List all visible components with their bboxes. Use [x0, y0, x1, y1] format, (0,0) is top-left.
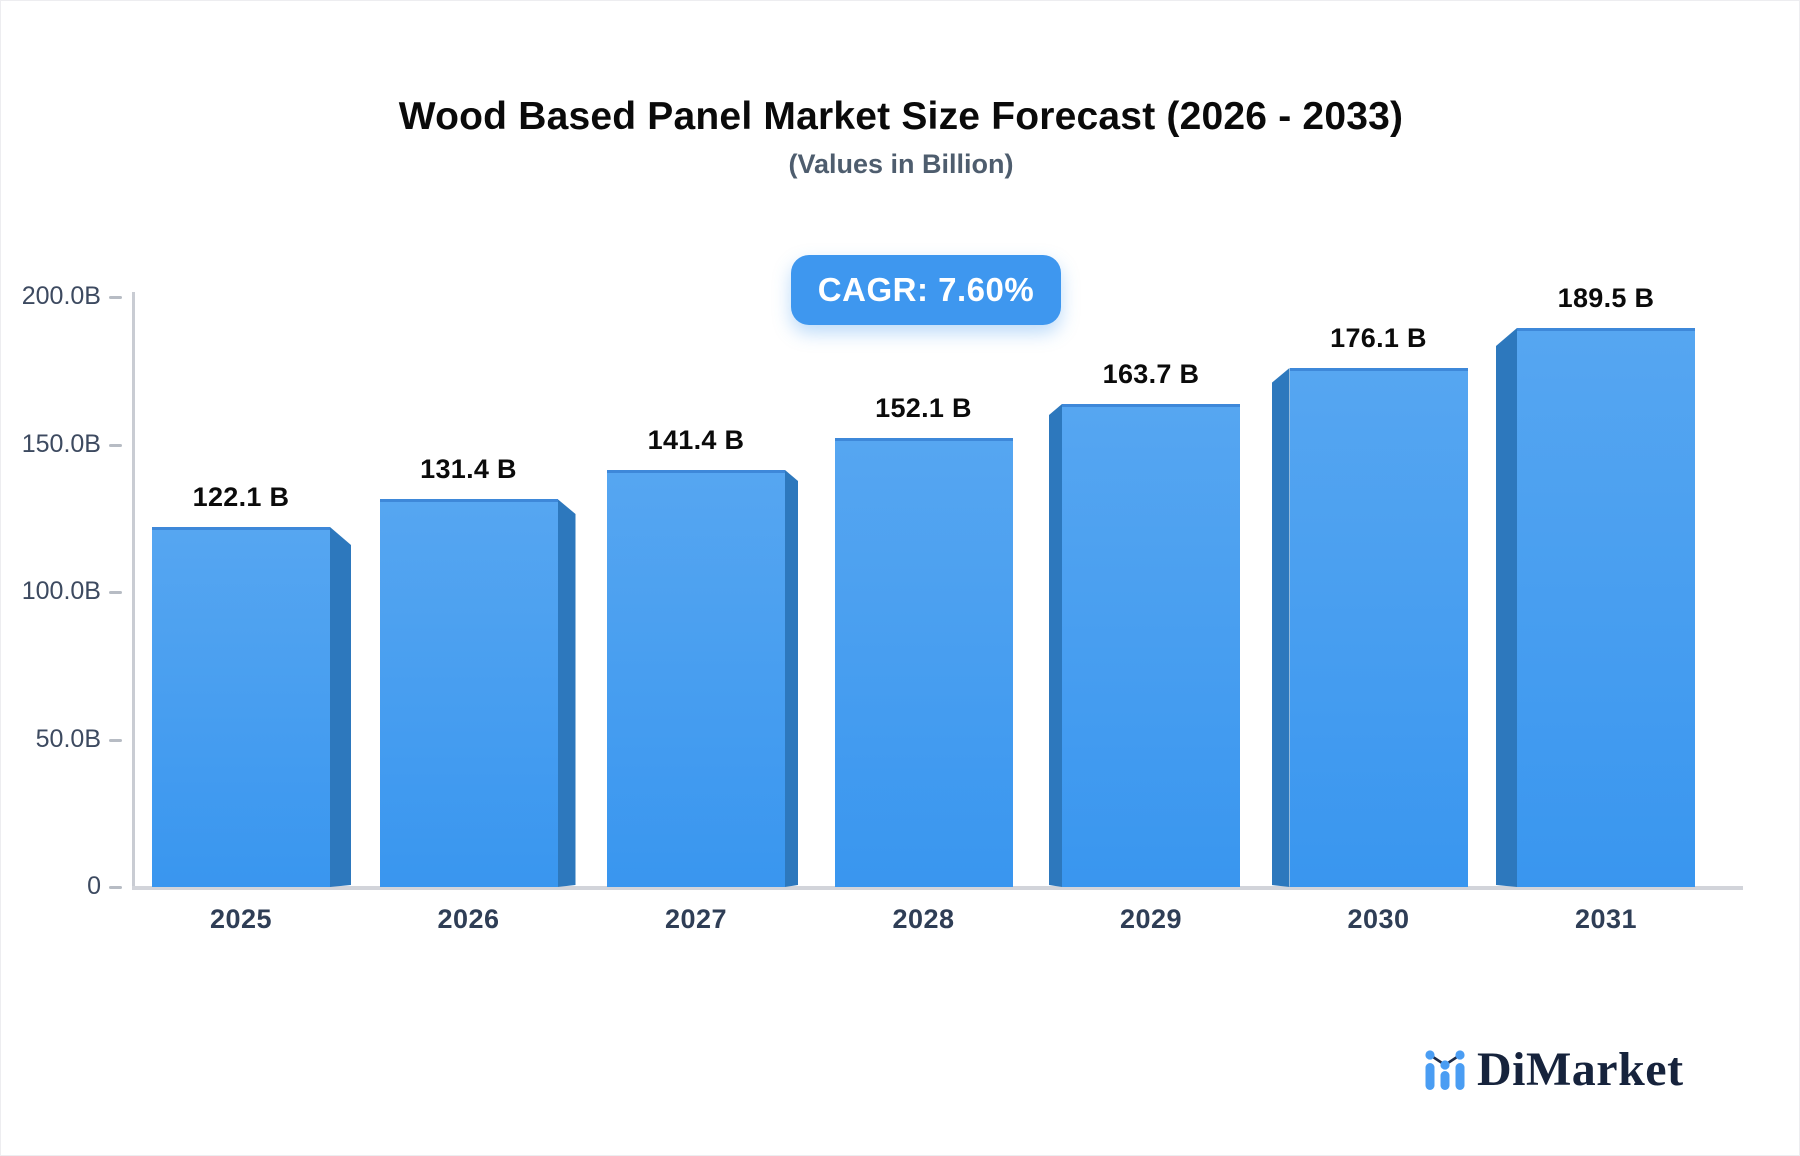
brand-logo: DiMarket: [1421, 1037, 1684, 1101]
cagr-badge-label: CAGR: 7.60%: [817, 271, 1035, 308]
x-axis-category-label: 2031: [1574, 904, 1638, 934]
brand-logo-text: DiMarket: [1477, 1042, 1684, 1096]
y-axis-line: [132, 292, 135, 890]
bar-value-label: 189.5 B: [1557, 283, 1655, 313]
mini-bar-chart-icon: [1425, 1050, 1465, 1090]
bar-3d-side: [330, 527, 351, 887]
x-axis-category-label: 2029: [1119, 904, 1183, 934]
bar-value-label: 176.1 B: [1330, 323, 1427, 353]
x-axis-category-label: 2028: [892, 904, 955, 934]
bar-value-label: 122.1 B: [192, 482, 290, 512]
bar: [379, 499, 558, 887]
y-axis-tick-mark: [109, 738, 122, 742]
bar-value-label: 141.4 B: [647, 425, 745, 455]
bar-value-label: 163.7 B: [1102, 359, 1200, 389]
x-axis-category-label: 2030: [1347, 904, 1410, 934]
x-axis-line: [132, 886, 1743, 890]
bar-3d-side: [1049, 404, 1062, 887]
bar: [607, 470, 785, 887]
bar-3d-side: [1272, 368, 1290, 887]
y-axis-tick-mark: [109, 591, 122, 594]
x-axis-category-label: 2026: [437, 904, 500, 934]
bar: [152, 527, 330, 887]
y-axis-tick-label: 200.0B: [21, 282, 101, 310]
bar-3d-side: [1496, 328, 1517, 887]
y-axis-tick-label: 50.0B: [35, 724, 101, 753]
bar-value-label: 152.1 B: [875, 393, 972, 423]
bar: [1517, 328, 1695, 887]
y-axis-tick-label: 0: [87, 872, 101, 900]
y-axis-tick-mark: [109, 886, 122, 889]
chart-title: Wood Based Panel Market Size Forecast (2…: [398, 95, 1404, 138]
y-axis-tick-mark: [109, 296, 122, 299]
bar: [1062, 404, 1240, 887]
x-axis-category-label: 2027: [664, 904, 728, 934]
y-axis-tick-mark: [109, 443, 122, 447]
y-axis-tick-label: 150.0B: [21, 429, 101, 458]
bar: [1289, 368, 1468, 887]
bar: [834, 438, 1013, 887]
y-axis-tick-label: 100.0B: [21, 577, 101, 605]
bar-3d-side: [558, 499, 576, 887]
chart-subtitle: (Values in Billion): [788, 149, 1014, 179]
cagr-badge: CAGR: 7.60%: [791, 255, 1061, 325]
bar-value-label: 131.4 B: [420, 454, 517, 484]
x-axis-category-label: 2025: [209, 904, 273, 934]
bar-3d-side: [785, 470, 798, 887]
